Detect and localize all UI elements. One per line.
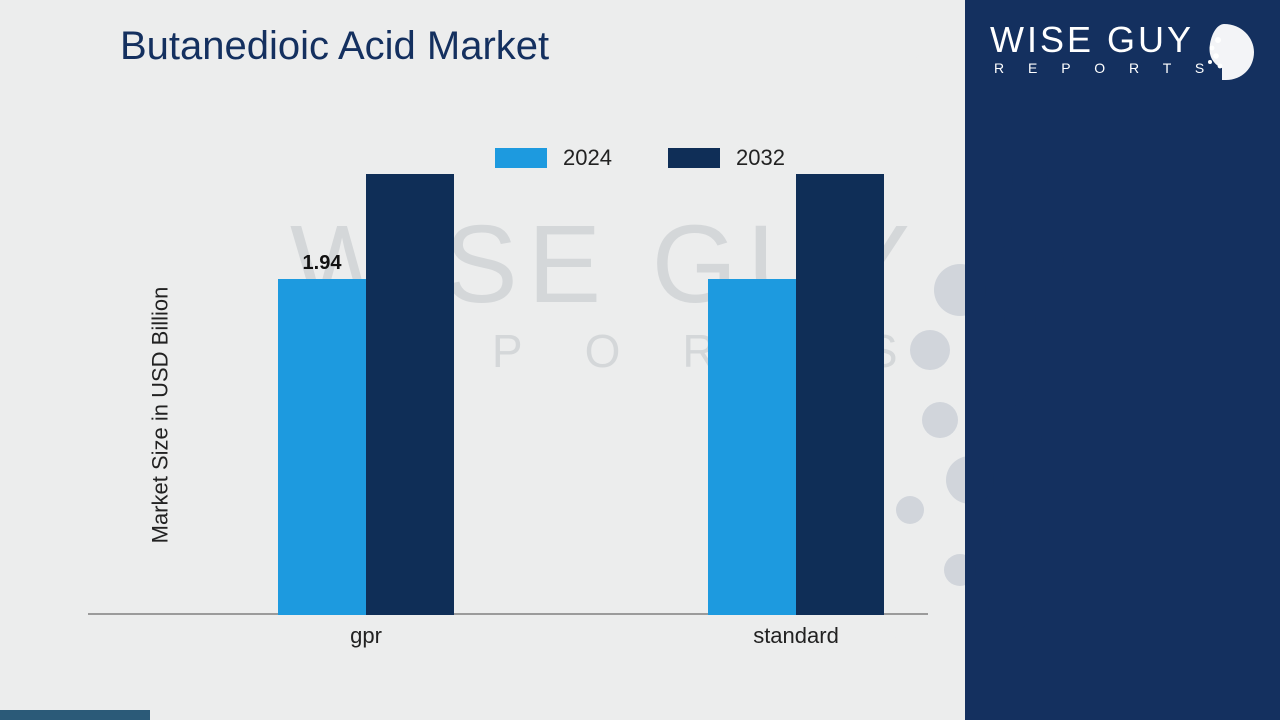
plot-area: 1.94gpr standard xyxy=(88,165,928,615)
bar-value-label: 1.94 xyxy=(303,252,342,275)
bottom-accent-bar xyxy=(0,710,150,720)
bar xyxy=(366,174,454,615)
x-tick-label: standard xyxy=(753,623,839,649)
bar-group: 1.94gpr xyxy=(278,165,454,615)
brand-logo: WISE GUY R E P O R T S xyxy=(990,22,1250,76)
bar xyxy=(796,174,884,615)
chart-area: Market Size in USD Billion 1.94gprstanda… xyxy=(88,165,928,665)
brand-head-icon xyxy=(1202,22,1256,82)
chart-title: Butanedioic Acid Market xyxy=(120,24,549,69)
bar xyxy=(708,279,796,615)
right-panel xyxy=(965,0,1280,720)
bar-group: standard xyxy=(708,165,884,615)
x-tick-label: gpr xyxy=(350,623,382,649)
bar: 1.94 xyxy=(278,279,366,615)
